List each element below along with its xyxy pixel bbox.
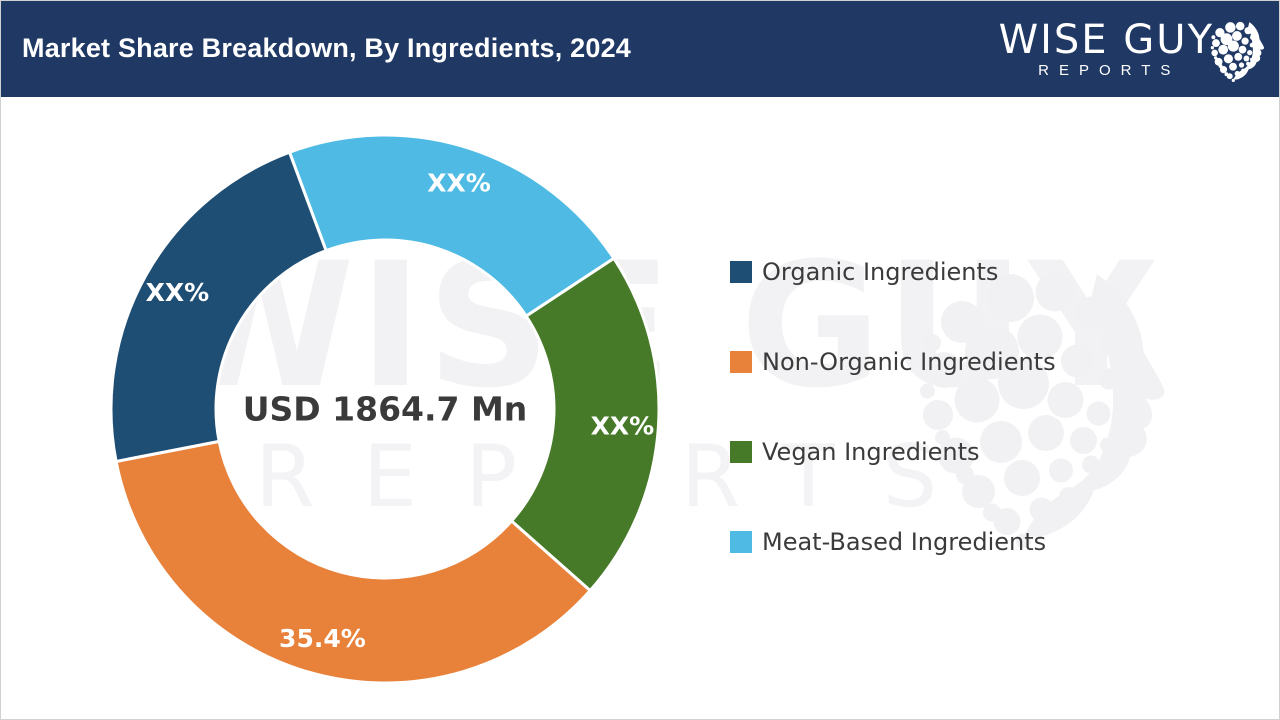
legend-label-organic: Organic Ingredients xyxy=(762,258,999,286)
legend: Organic Ingredients Non-Organic Ingredie… xyxy=(730,257,1056,617)
legend-item-non-organic: Non-Organic Ingredients xyxy=(730,347,1056,377)
center-value-label: USD 1864.7 Mn xyxy=(242,389,528,429)
segment-percent-label: 35.4% xyxy=(279,624,366,653)
segment-percent-label: XX% xyxy=(146,278,210,307)
legend-label-meat-based: Meat-Based Ingredients xyxy=(762,528,1047,556)
segment-percent-label: XX% xyxy=(427,168,491,197)
legend-item-organic: Organic Ingredients xyxy=(730,257,1056,287)
chart-area: WISE GUY REPORTS XX%XX%35.4%XX% USD 1864… xyxy=(0,97,1280,720)
legend-swatch-vegan xyxy=(730,441,752,463)
segment-percent-label: XX% xyxy=(591,411,655,440)
legend-label-non-organic: Non-Organic Ingredients xyxy=(762,348,1056,376)
legend-swatch-organic xyxy=(730,261,752,283)
donut-segment-vegan-ingredients xyxy=(510,256,661,593)
logo-subtitle: REPORTS xyxy=(1038,61,1181,79)
header-bar: Market Share Breakdown, By Ingredients, … xyxy=(0,0,1280,97)
legend-swatch-non-organic xyxy=(730,351,752,373)
donut-segment-organic-ingredients xyxy=(109,150,328,463)
page-title: Market Share Breakdown, By Ingredients, … xyxy=(22,33,632,63)
wise-guy-logo: WISE GUY REPORTS xyxy=(999,13,1280,85)
legend-item-vegan: Vegan Ingredients xyxy=(730,437,1056,467)
donut-segment-meat-based-ingredients xyxy=(287,133,616,318)
donut-segment-non-organic-ingredients xyxy=(114,439,592,685)
legend-swatch-meat-based xyxy=(730,531,752,553)
logo-wordmark: WISE GUY xyxy=(998,16,1214,63)
donut-chart-svg: XX% XX% 35.4% XX% xyxy=(109,133,661,685)
legend-label-vegan: Vegan Ingredients xyxy=(762,438,980,466)
legend-item-meat-based: Meat-Based Ingredients xyxy=(730,527,1056,557)
donut-chart: XX% XX% 35.4% XX% xyxy=(100,124,670,694)
logo-head-dots-icon xyxy=(1210,21,1265,82)
